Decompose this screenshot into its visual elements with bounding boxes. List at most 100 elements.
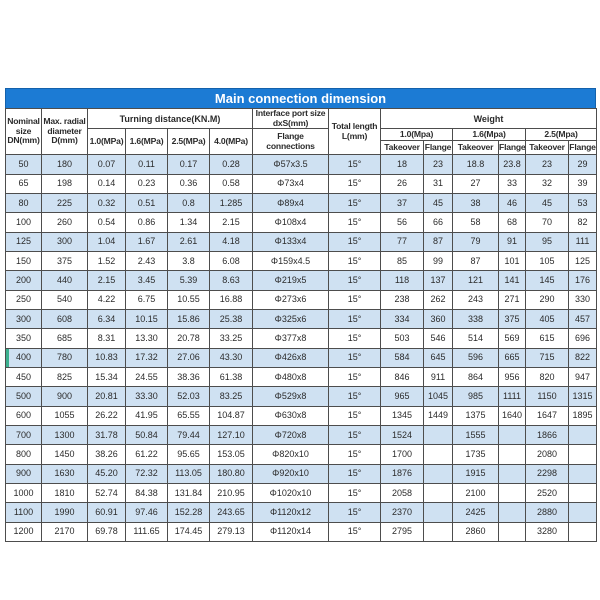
table-row: 900 1630 45.20 72.32 113.05 180.80 Φ920x10 15° 1… (5, 463, 598, 485)
cell: 15° (328, 521, 382, 543)
cell: 25.38 (208, 308, 254, 330)
cell: 1450 (41, 444, 88, 465)
cell: 32 (525, 173, 570, 194)
header-flange-1-0: Flange (423, 140, 454, 156)
cell: 38 (452, 192, 500, 214)
cell: 5.39 (167, 270, 210, 291)
cell (498, 521, 527, 543)
cell: Φ57x3.5 (252, 154, 330, 175)
cell: 596 (452, 347, 500, 369)
header-takeover-1-0: Takeover (380, 140, 425, 156)
cell (423, 483, 454, 504)
cell: Φ529x8 (252, 386, 330, 407)
cell: 0.07 (87, 154, 126, 175)
cell: 33 (498, 173, 527, 194)
cell: 457 (568, 308, 598, 330)
cell: 95 (525, 231, 570, 252)
cell: 23.8 (498, 154, 527, 175)
cell: 79 (452, 231, 500, 252)
cell: 174.45 (167, 521, 210, 543)
cell (423, 502, 454, 523)
table-row: 400 780 10.83 17.32 27.06 43.30 Φ426x8 15° 584 64… (5, 347, 598, 369)
cell: 15° (328, 289, 382, 311)
cell: 780 (41, 347, 88, 369)
cell: 6.34 (87, 308, 126, 330)
cell: Φ273x6 (252, 289, 330, 311)
cell: 87 (452, 250, 500, 272)
cell: Φ73x4 (252, 173, 330, 194)
cell: 615 (525, 328, 570, 349)
cell: 440 (41, 270, 88, 291)
cell: 97.46 (125, 502, 168, 523)
cell: 137 (423, 270, 454, 291)
cell: 45 (525, 192, 570, 214)
cell: 80 (5, 192, 42, 214)
header-weight: Weight (380, 107, 598, 130)
table-row: 700 1300 31.78 50.84 79.44 127.10 Φ720x8 15° 152… (5, 425, 598, 446)
cell: 965 (380, 386, 425, 407)
cell: 125 (568, 250, 598, 272)
cell: Φ630x8 (252, 405, 330, 427)
cell: 91 (498, 231, 527, 252)
cell: 37 (380, 192, 425, 214)
cell: 900 (5, 463, 42, 485)
cell: 1810 (41, 483, 88, 504)
cell: 1300 (41, 425, 88, 446)
cell: 15° (328, 270, 382, 291)
header-flange-1-6: Flange (498, 140, 527, 156)
cell: 68 (498, 212, 527, 233)
cell: 15° (328, 444, 382, 465)
cell: 131.84 (167, 483, 210, 504)
cell: 715 (525, 347, 570, 369)
cell: 1990 (41, 502, 88, 523)
cell: 864 (452, 367, 500, 388)
cell: Φ820x10 (252, 444, 330, 465)
cell: 2170 (41, 521, 88, 543)
cell: 18.8 (452, 154, 500, 175)
cell: 405 (525, 308, 570, 330)
cell: 15° (328, 192, 382, 214)
header-flange-2-5: Flange (568, 140, 598, 156)
main-connection-dimension-table: Nominal size DN(mm) Max. radial diameter… (5, 107, 598, 543)
cell: 225 (41, 192, 88, 214)
cell (498, 483, 527, 504)
cell: 180.80 (208, 463, 254, 485)
cell: 2.15 (87, 270, 126, 291)
cell: 16.88 (208, 289, 254, 311)
cell: 118 (380, 270, 425, 291)
cell: 111.65 (125, 521, 168, 543)
cell: 947 (568, 367, 598, 388)
cell (568, 463, 598, 485)
cell: 61.38 (208, 367, 254, 388)
cell: Φ480x8 (252, 367, 330, 388)
cell: 1.67 (125, 231, 168, 252)
cell: 1555 (452, 425, 500, 446)
cell: 15° (328, 250, 382, 272)
cell: Φ1120x14 (252, 521, 330, 543)
cell: 2860 (452, 521, 500, 543)
cell: 911 (423, 367, 454, 388)
cell: 243 (452, 289, 500, 311)
cell: 43.30 (208, 347, 254, 369)
cell: 2.43 (125, 250, 168, 272)
cell: 15° (328, 231, 382, 252)
cell: 243.65 (208, 502, 254, 523)
cell: 2795 (380, 521, 425, 543)
cell: 665 (498, 347, 527, 369)
cell: Φ325x6 (252, 308, 330, 330)
cell: 24.55 (125, 367, 168, 388)
table-row: 50 180 0.07 0.11 0.17 0.28 Φ57x3.5 15° 18 23 18.8 2… (5, 154, 598, 175)
table-row: 500 900 20.81 33.30 52.03 83.25 Φ529x8 15° 965 10… (5, 386, 598, 407)
cell: 18 (380, 154, 425, 175)
cell: 825 (41, 367, 88, 388)
cell: 82 (568, 212, 598, 233)
cell: 1647 (525, 405, 570, 427)
cell: Φ920x10 (252, 463, 330, 485)
cell: 65 (5, 173, 42, 194)
cell: 500 (5, 386, 42, 407)
table-row: 600 1055 26.22 41.95 65.55 104.87 Φ630x8 15° 134… (5, 405, 598, 427)
cell: 1876 (380, 463, 425, 485)
table-row: 65 198 0.14 0.23 0.36 0.58 Φ73x4 15° 26 31 27 33 32 3… (5, 173, 598, 194)
cell: 10.15 (125, 308, 168, 330)
cell: 360 (423, 308, 454, 330)
